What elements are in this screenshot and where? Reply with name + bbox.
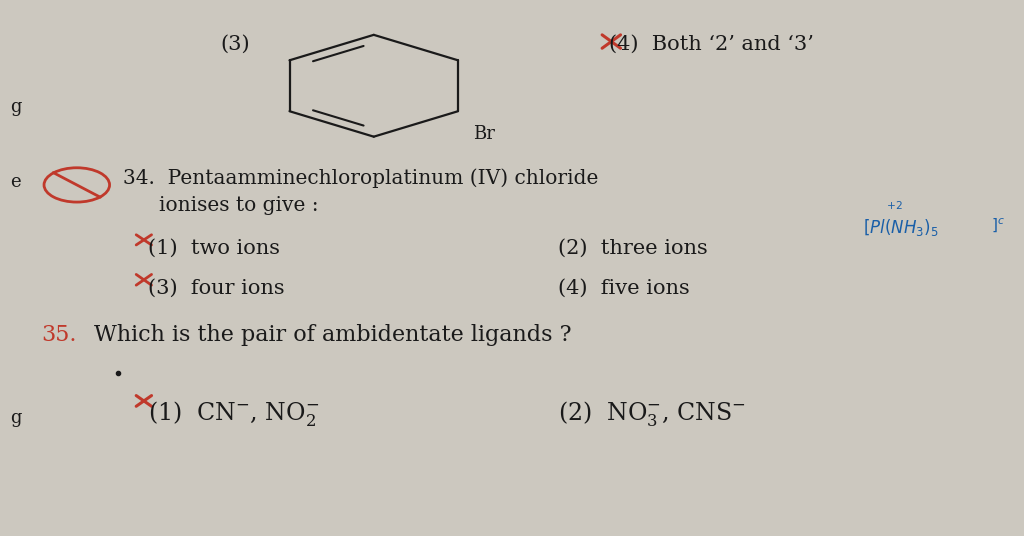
Text: 34.  Pentaamminechloroplatinum (IV) chloride: 34. Pentaamminechloroplatinum (IV) chlor… [123, 169, 598, 189]
Text: g: g [10, 409, 22, 427]
Text: g: g [10, 98, 22, 116]
Text: $[Pl(NH_3)_5$: $[Pl(NH_3)_5$ [863, 217, 939, 238]
Text: (3)  four ions: (3) four ions [148, 279, 285, 297]
Text: Br: Br [473, 125, 496, 143]
Text: Which is the pair of ambidentate ligands ?: Which is the pair of ambidentate ligands… [94, 324, 571, 346]
Text: (1)  $\mathregular{CN^{-}}$, $\mathregular{NO_{2}^{-}}$: (1) $\mathregular{CN^{-}}$, $\mathregula… [148, 399, 319, 429]
Text: (1)  two ions: (1) two ions [148, 239, 281, 257]
Text: (2)  three ions: (2) three ions [558, 239, 708, 257]
Text: $]^c$: $]^c$ [991, 217, 1005, 235]
Text: (4)  five ions: (4) five ions [558, 279, 690, 297]
Text: (4)  Both ‘2’ and ‘3’: (4) Both ‘2’ and ‘3’ [609, 35, 814, 54]
Text: ionises to give :: ionises to give : [159, 196, 318, 214]
Text: e: e [10, 173, 20, 191]
Text: 35.: 35. [41, 324, 77, 346]
Text: (2)  $\mathregular{NO_{3}^{-}}$, $\mathregular{CNS^{-}}$: (2) $\mathregular{NO_{3}^{-}}$, $\mathre… [558, 399, 745, 429]
Text: $^{+2}$: $^{+2}$ [886, 204, 902, 218]
Text: (3): (3) [220, 35, 250, 54]
